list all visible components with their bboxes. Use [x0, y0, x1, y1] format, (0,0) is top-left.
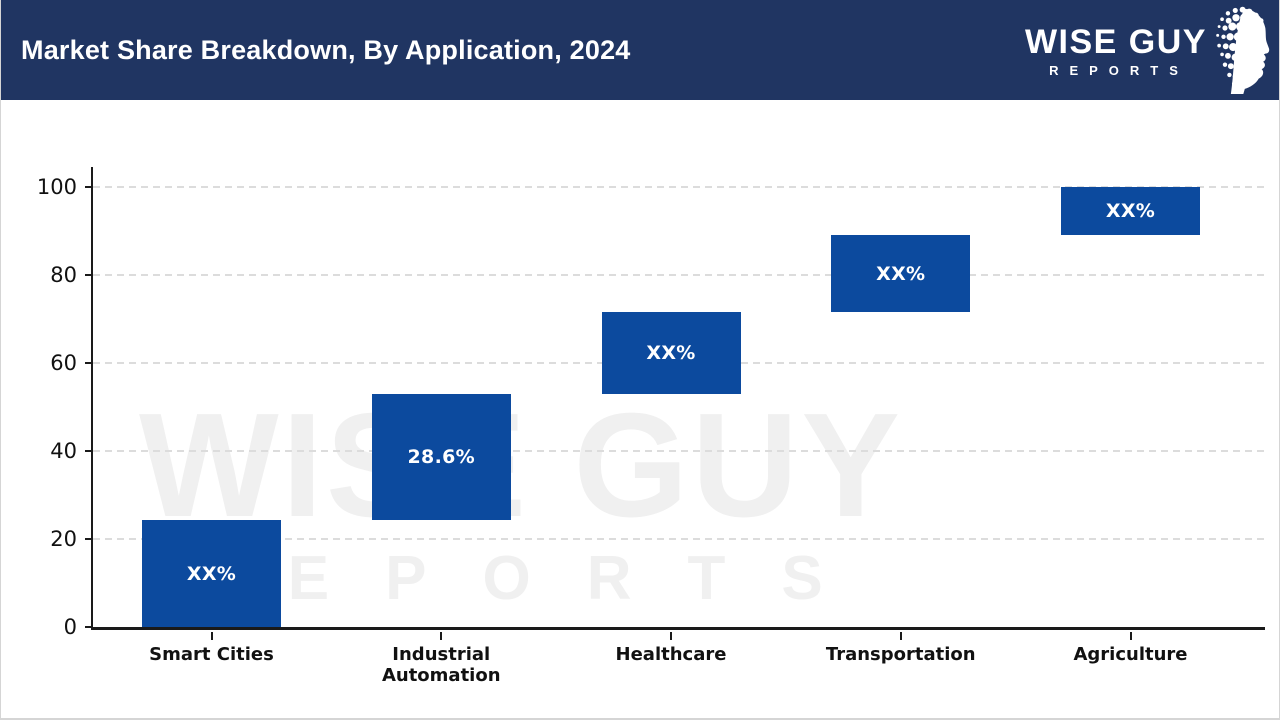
- y-tick-label-40: 40: [50, 439, 77, 463]
- bar-smart-cities: XX%: [142, 520, 281, 627]
- chart-title: Market Share Breakdown, By Application, …: [21, 34, 631, 65]
- x-tick-mark-1: [210, 632, 213, 640]
- x-tick-mark-3: [670, 632, 672, 640]
- bar-healthcare: XX%: [601, 312, 741, 395]
- logo-subtitle: REPORTS: [1049, 62, 1189, 78]
- y-tick-mark-100: [85, 186, 93, 188]
- logo-wordmark: WISE GUY: [1024, 22, 1207, 61]
- x-tick-mark-2: [440, 632, 443, 640]
- y-tick-mark-0: [85, 626, 93, 628]
- gridline-y100: [93, 186, 1265, 188]
- y-tick-mark-60: [85, 362, 93, 364]
- y-tick-label-0: 0: [63, 615, 77, 639]
- y-tick-mark-40: [85, 450, 93, 452]
- y-tick-label-60: 60: [50, 351, 77, 375]
- logo-text: WISE GUY REPORTS: [1025, 23, 1207, 78]
- watermark-subtitle: REPORTS: [187, 544, 879, 613]
- y-tick-label-20: 20: [50, 527, 77, 551]
- gridline-y40: [93, 450, 1265, 452]
- x-tick-mark-4: [899, 632, 902, 640]
- x-category-label-healthcare: Healthcare: [615, 644, 727, 665]
- x-category-label-smart-cities: Smart Cities: [149, 644, 274, 665]
- bar-value-label: XX%: [1105, 200, 1156, 223]
- plot-area: 0 20 40 60 80 100 XX% Smart Cities 28.6% Industri…: [37, 167, 1265, 686]
- bar-value-label: 28.6%: [407, 446, 475, 469]
- y-tick-label-80: 80: [50, 263, 77, 287]
- bar-industrial-automation: 28.6%: [371, 394, 511, 521]
- dotted-head-logo-icon: [1216, 6, 1270, 94]
- y-tick-mark-20: [85, 538, 93, 540]
- chart-canvas: WISE GUY REPORTS 0 20 40 60 80 100 XX% Smart Ci…: [1, 100, 1279, 718]
- gridline-y20: [93, 538, 1265, 540]
- wise-guy-reports-logo: WISE GUY REPORTS: [1025, 6, 1279, 94]
- bar-value-label: XX%: [876, 262, 926, 285]
- x-tick-mark-5: [1129, 632, 1132, 640]
- bar-transportation: XX%: [831, 235, 971, 313]
- gridline-y80: [93, 274, 1265, 276]
- x-category-label-agriculture: Agriculture: [1073, 644, 1188, 665]
- header-bar: Market Share Breakdown, By Application, …: [1, 0, 1279, 100]
- bar-agriculture: XX%: [1061, 187, 1200, 236]
- x-category-label-transportation: Transportation: [825, 644, 976, 665]
- bar-value-label: XX%: [186, 562, 237, 585]
- y-tick-mark-80: [85, 274, 93, 276]
- watermark-wordmark: WISE GUY: [139, 383, 904, 548]
- y-tick-label-100: 100: [36, 175, 77, 199]
- bar-value-label: XX%: [646, 342, 696, 365]
- x-category-label-industrial-automation: Industrial Automation: [381, 644, 501, 687]
